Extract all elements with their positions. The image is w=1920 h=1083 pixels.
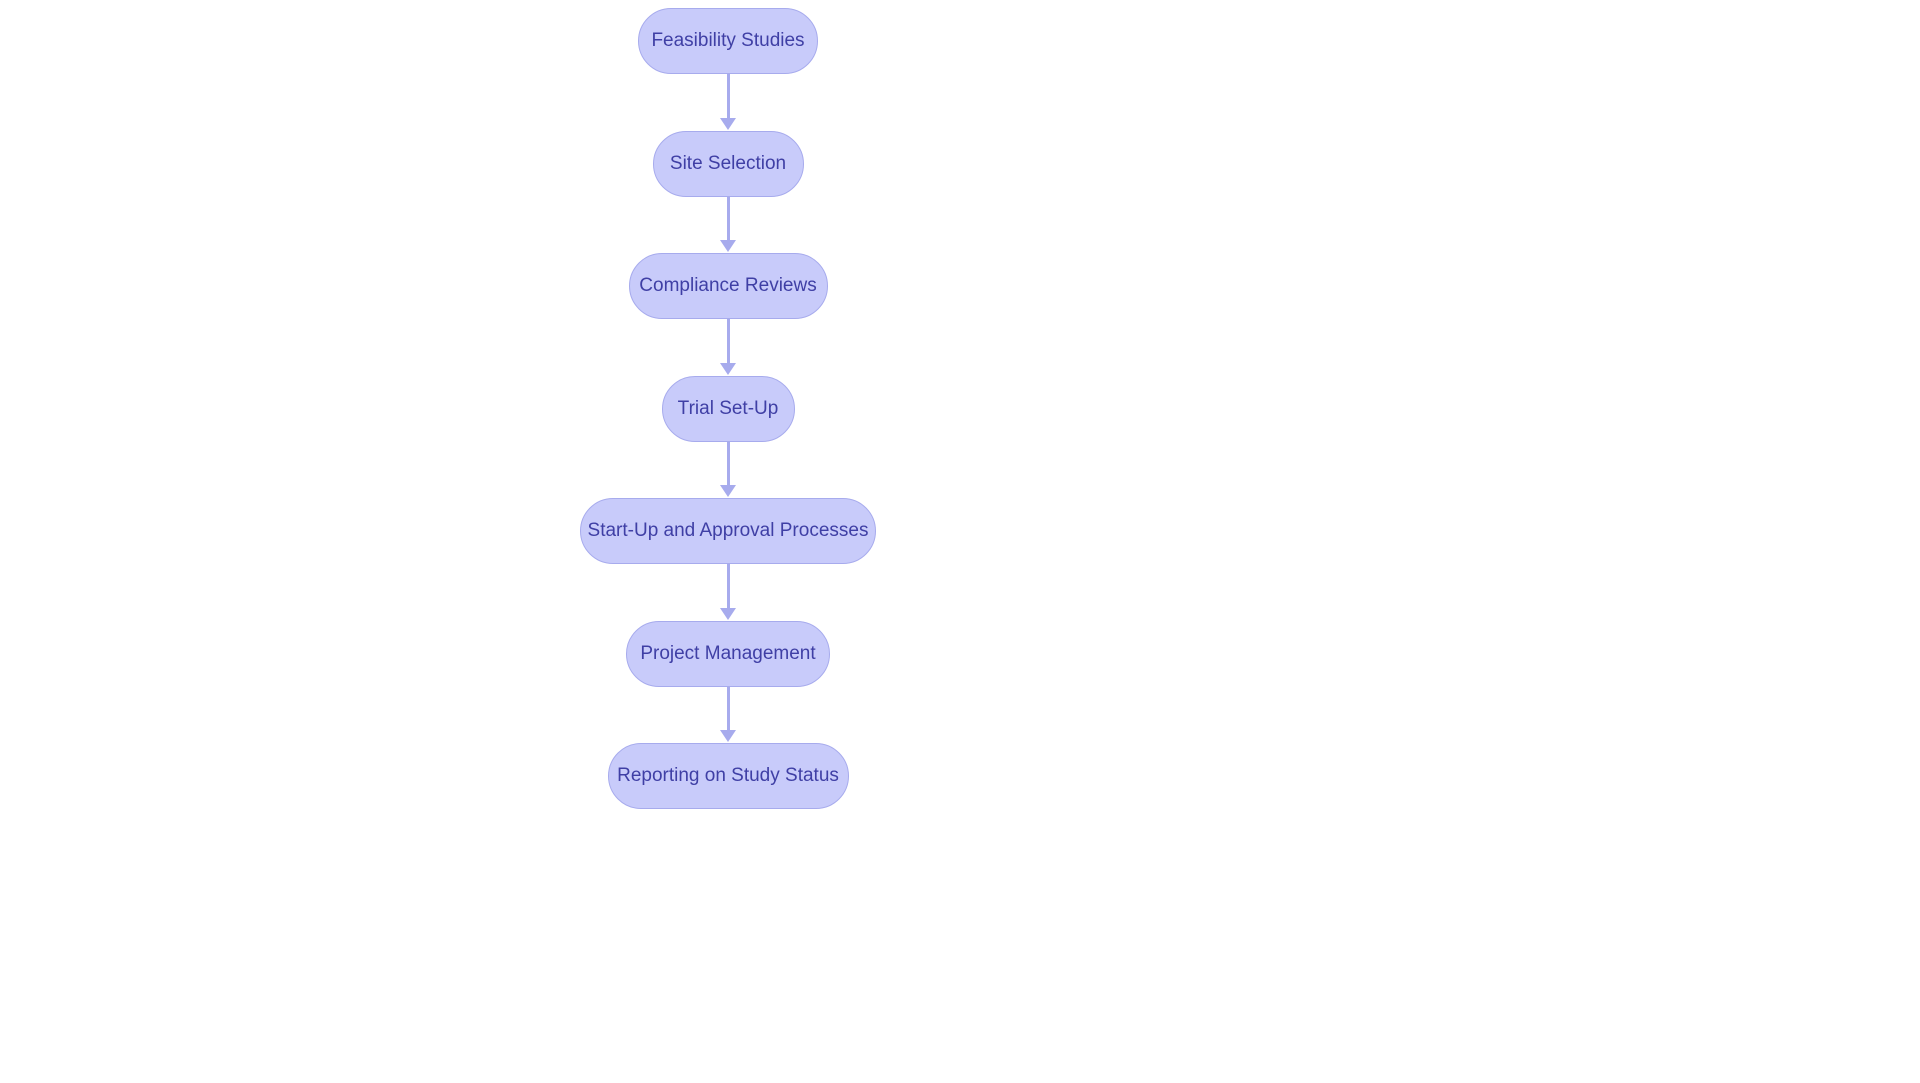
flowchart-edge [727, 442, 730, 487]
flowchart-node-label: Feasibility Studies [651, 30, 804, 52]
flowchart-node: Feasibility Studies [638, 8, 818, 74]
flowchart-node-label: Compliance Reviews [639, 275, 816, 297]
flowchart-node: Compliance Reviews [629, 253, 828, 319]
flowchart-node-label: Start-Up and Approval Processes [588, 520, 869, 542]
flowchart-edge [727, 74, 730, 119]
flowchart-node-label: Site Selection [670, 153, 786, 175]
arrow-down-icon [720, 485, 736, 497]
arrow-down-icon [720, 730, 736, 742]
flowchart-node: Reporting on Study Status [608, 743, 849, 809]
arrow-down-icon [720, 240, 736, 252]
flowchart-edge [727, 319, 730, 364]
flowchart-node-label: Project Management [640, 643, 815, 665]
flowchart-edge [727, 197, 730, 242]
arrow-down-icon [720, 608, 736, 620]
flowchart-node-label: Trial Set-Up [678, 398, 779, 420]
arrow-down-icon [720, 118, 736, 130]
flowchart-node: Start-Up and Approval Processes [580, 498, 876, 564]
flowchart-edge [727, 687, 730, 732]
flowchart-node: Site Selection [653, 131, 804, 197]
flowchart-container: Feasibility Studies Site Selection Complia… [0, 0, 1920, 1083]
flowchart-node: Trial Set-Up [662, 376, 795, 442]
flowchart-node: Project Management [626, 621, 830, 687]
flowchart-node-label: Reporting on Study Status [617, 765, 839, 787]
flowchart-edge [727, 564, 730, 609]
arrow-down-icon [720, 363, 736, 375]
